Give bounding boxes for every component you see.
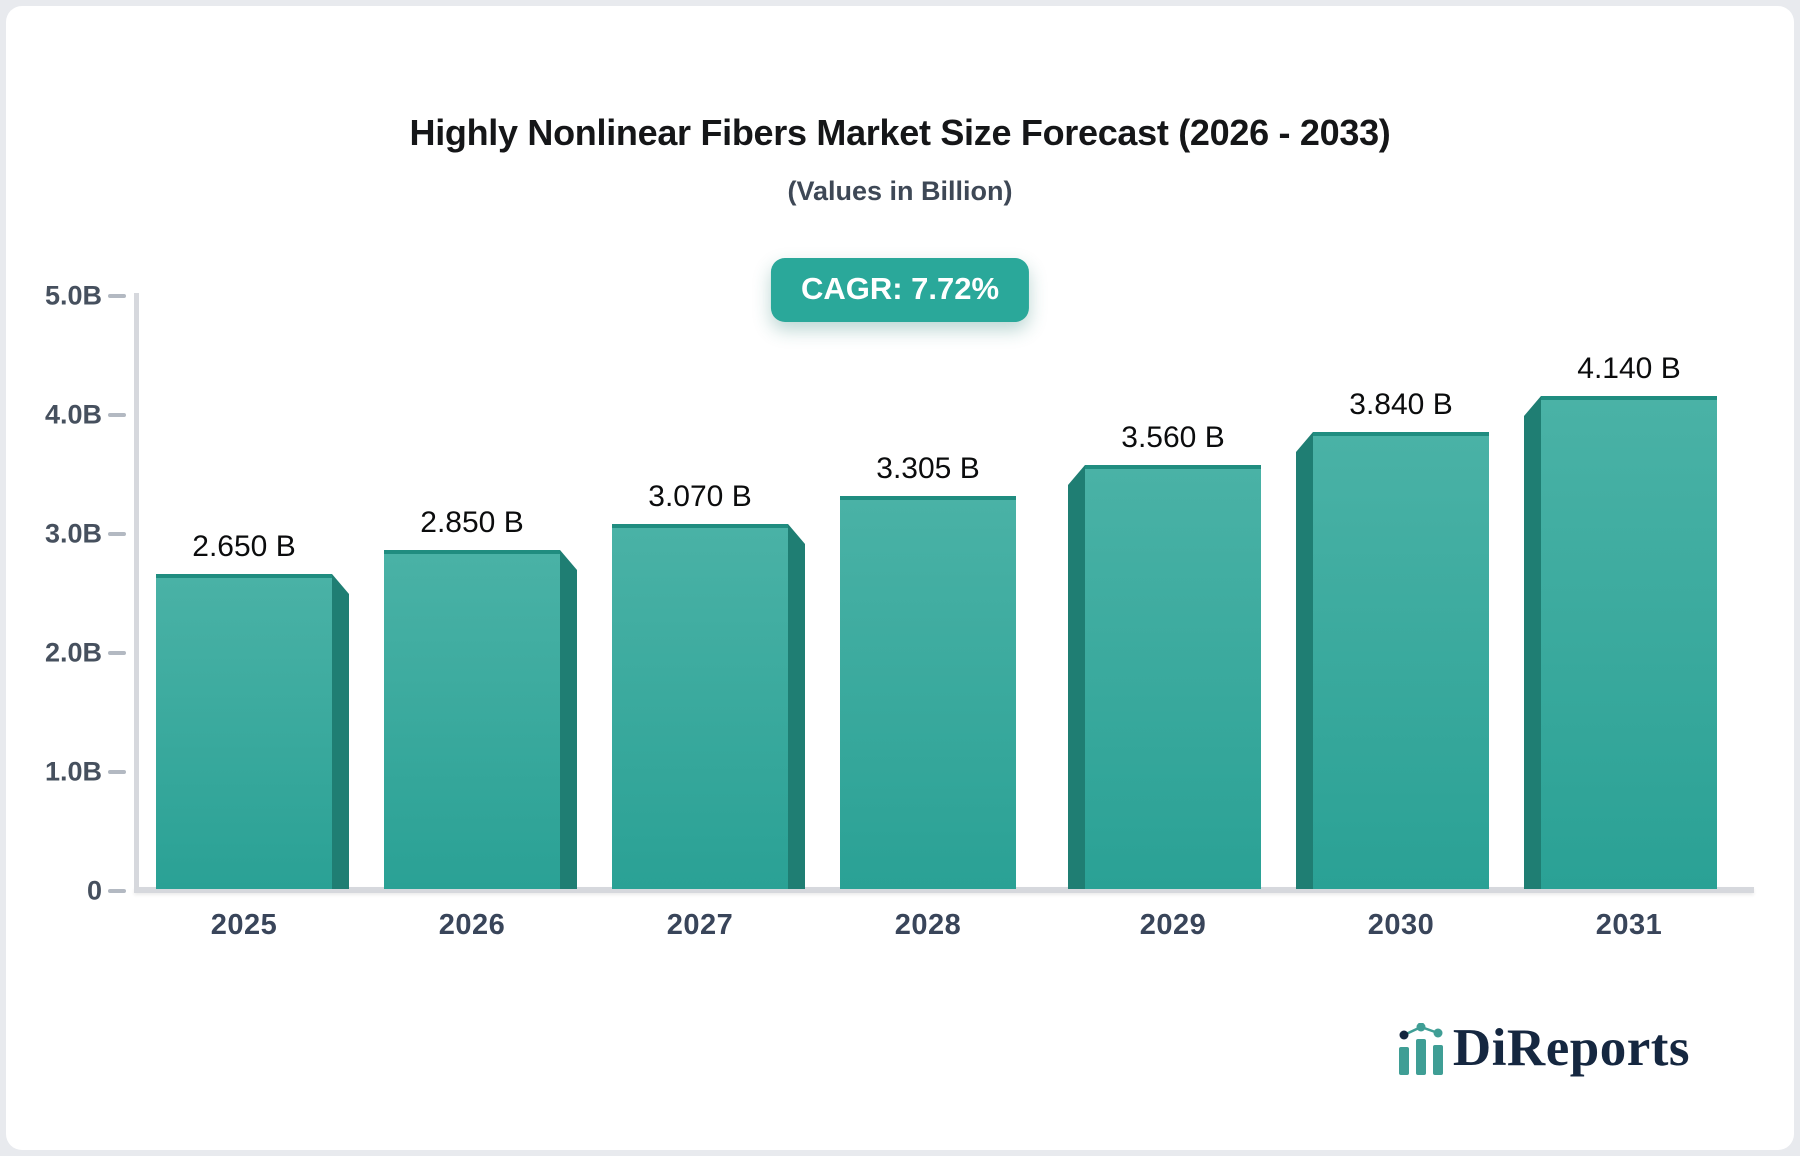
x-axis-category-label: 2030 [1367,909,1435,941]
y-axis-tick-mark [108,294,126,298]
y-axis-tick-label: 0 [86,875,102,906]
cagr-badge: CAGR: 7.72% [770,258,1030,322]
y-axis-line [134,293,139,891]
y-axis-tick-mark [108,889,126,893]
x-axis-line [134,887,1754,893]
y-axis-tick-label: 2.0B [44,637,102,668]
bar-2025 [156,574,349,889]
bar-top-edge [1313,432,1489,436]
bar-value-label: 3.560 B [1121,421,1225,454]
bar-value-label: 3.305 B [876,452,980,485]
y-axis-tick-mark [108,770,126,774]
bar-2026 [384,550,577,889]
bar-top-edge [156,574,332,578]
y-axis-tick-label: 3.0B [44,518,102,549]
bar-face [1313,432,1489,889]
bar-value-label: 2.850 B [420,506,524,539]
x-axis-category-label: 2025 [210,909,278,941]
bar-value-label: 4.140 B [1577,352,1681,385]
bar-value-label: 2.650 B [192,530,296,563]
bar-3d-side [1068,465,1085,889]
bar-face [840,496,1016,889]
bar-top-edge [384,550,560,554]
bar-top-edge [612,524,788,528]
bar-face [1541,396,1717,889]
chart-card: Highly Nonlinear Fibers Market Size Fore… [6,6,1794,1150]
bar-face [612,524,788,889]
y-axis-tick-label: 5.0B [44,280,102,311]
y-axis-tick-label: 4.0B [44,399,102,430]
bar-2029 [1068,465,1261,889]
y-axis-tick-mark [108,651,126,655]
y-axis-tick-mark [108,413,126,417]
bar-top-edge [840,496,1016,500]
brand-logo: DiReports [1398,1019,1690,1077]
bar-value-label: 3.840 B [1349,388,1453,421]
bar-3d-side [1296,432,1313,889]
bar-2028 [840,496,1016,889]
bar-2027 [612,524,805,889]
bar-2031 [1524,396,1717,889]
bar-3d-side [1524,396,1541,889]
bar-face [1085,465,1261,889]
bar-top-edge [1541,396,1717,400]
bar-2030 [1296,432,1489,889]
bar-value-label: 3.070 B [648,480,752,513]
bar-3d-side [332,574,349,889]
y-axis-tick-mark [108,532,126,536]
chart-title: Highly Nonlinear Fibers Market Size Fore… [409,112,1391,153]
chart-subtitle: (Values in Billion) [787,176,1013,206]
bar-3d-side [788,524,805,889]
brand-name: DiReports [1452,1019,1690,1077]
mini-bar-chart-icon [1398,1023,1443,1075]
bar-top-edge [1085,465,1261,469]
x-axis-category-label: 2028 [894,909,962,941]
x-axis-category-label: 2026 [438,909,506,941]
x-axis-category-label: 2029 [1139,909,1207,941]
y-axis-tick-label: 1.0B [44,756,102,787]
x-axis-category-label: 2027 [666,909,734,941]
x-axis-category-label: 2031 [1595,909,1663,941]
bar-3d-side [560,550,577,889]
bar-face [384,550,560,889]
bar-face [156,574,332,889]
